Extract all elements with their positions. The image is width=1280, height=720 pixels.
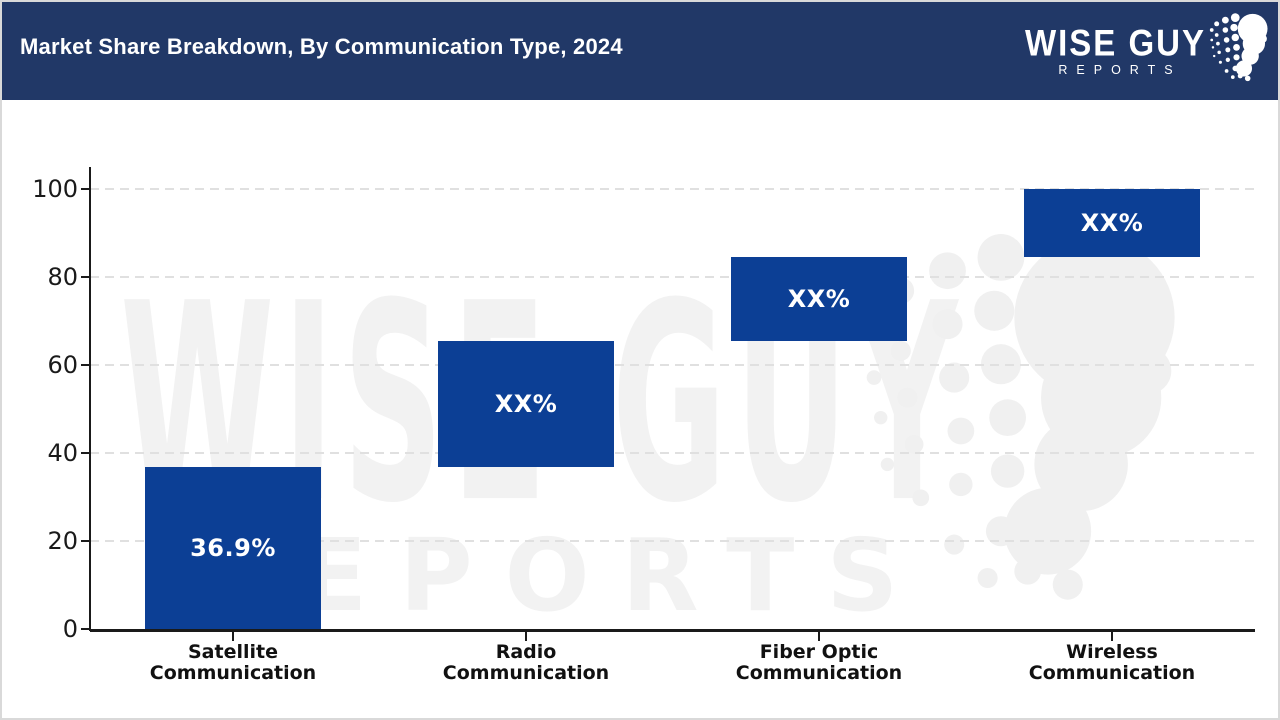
brand-logo-text: WISE GUY REPORTS	[1025, 22, 1206, 77]
gridline	[90, 540, 1255, 542]
x-category-label: Fiber Optic Communication	[669, 642, 969, 684]
x-category-label-line: Fiber Optic	[759, 641, 879, 663]
x-category-label-line: Communication	[149, 662, 317, 684]
y-tick-label: 40	[47, 439, 78, 467]
x-category-label: Satellite Communication	[83, 642, 383, 684]
y-axis-line	[89, 167, 91, 631]
x-tick-mark	[232, 632, 234, 641]
y-tick-label: 0	[62, 615, 78, 643]
y-tick-mark	[81, 276, 90, 278]
bar-value-label: 36.9%	[190, 533, 276, 562]
x-tick-mark	[818, 632, 820, 641]
y-tick-label: 20	[47, 527, 78, 555]
x-category-label-line: Radio	[495, 641, 557, 663]
x-axis-line	[90, 629, 1255, 632]
gridline	[90, 188, 1255, 190]
y-tick-mark	[81, 364, 90, 366]
logo-head-icon	[1208, 8, 1270, 88]
x-category-label-line: Communication	[442, 662, 610, 684]
bar-value-label: XX%	[494, 389, 558, 418]
y-tick-mark	[81, 188, 90, 190]
x-category-label-line: Communication	[735, 662, 903, 684]
header-bar: Market Share Breakdown, By Communication…	[2, 2, 1278, 100]
gridline	[90, 364, 1255, 366]
logo-subtitle: REPORTS	[1058, 63, 1182, 77]
x-tick-mark	[1111, 632, 1113, 641]
logo-wordmark: WISE GUY	[1024, 22, 1206, 64]
brand-logo: WISE GUY REPORTS	[1025, 8, 1270, 88]
bar-value-label: XX%	[787, 285, 851, 314]
y-tick-mark	[81, 628, 90, 630]
bar-wireless-communication: XX%	[1024, 189, 1200, 258]
x-category-label-line: Wireless	[1066, 641, 1158, 663]
y-tick-label: 60	[47, 351, 78, 379]
gridline	[90, 276, 1255, 278]
y-tick-mark	[81, 452, 90, 454]
bar-value-label: XX%	[1080, 209, 1144, 238]
bar-satellite-communication: 36.9%	[145, 466, 321, 629]
gridline	[90, 452, 1255, 454]
chart-title: Market Share Breakdown, By Communication…	[20, 34, 623, 59]
x-tick-mark	[525, 632, 527, 641]
bar-radio-communication: XX%	[438, 341, 614, 467]
x-category-label: Radio Communication	[376, 642, 676, 684]
y-tick-label: 80	[47, 263, 78, 291]
bar-fiber-optic-communication: XX%	[731, 257, 907, 342]
y-tick-mark	[81, 540, 90, 542]
x-category-label-line: Satellite	[188, 641, 278, 663]
x-category-label: Wireless Communication	[962, 642, 1262, 684]
y-tick-label: 100	[32, 175, 78, 203]
x-category-label-line: Communication	[1028, 662, 1196, 684]
